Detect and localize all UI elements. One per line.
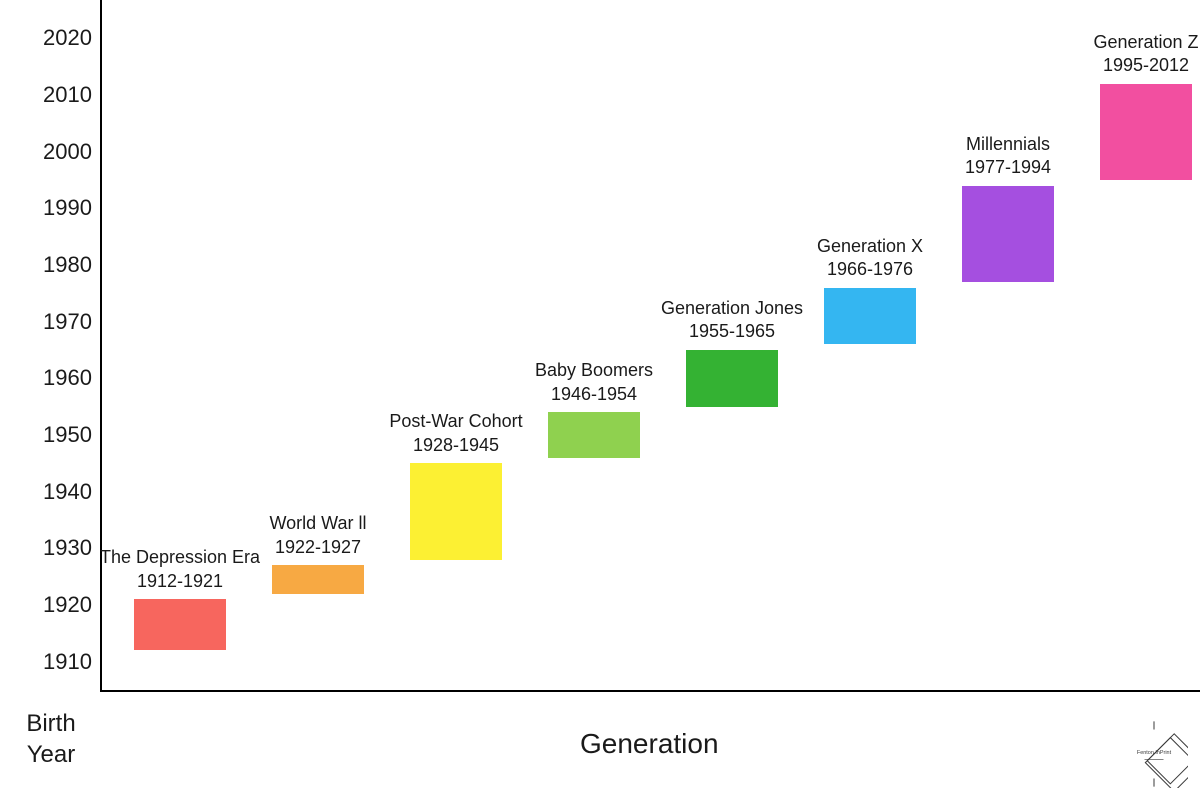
generation-bar xyxy=(410,463,502,559)
generation-years: 1966-1976 xyxy=(817,258,923,281)
generation-name: Generation Jones xyxy=(661,297,803,320)
y-axis-title: BirthYear xyxy=(10,708,92,770)
y-tick-label: 1960 xyxy=(43,365,92,391)
generation-years: 1995-2012 xyxy=(1093,54,1198,77)
fenton-inprint-logo: Fenton InPrint xyxy=(1120,720,1188,788)
generation-name: The Depression Era xyxy=(100,546,260,569)
y-tick-label: 1950 xyxy=(43,422,92,448)
generation-label: Generation X1966-1976 xyxy=(817,235,923,282)
generation-label: Millennials1977-1994 xyxy=(965,133,1051,180)
y-tick-label: 1930 xyxy=(43,535,92,561)
generation-bar xyxy=(1100,84,1192,180)
y-tick-label: 2020 xyxy=(43,25,92,51)
generation-bar xyxy=(134,599,226,650)
y-tick-label: 2000 xyxy=(43,139,92,165)
y-tick-label: 1990 xyxy=(43,195,92,221)
y-tick-label: 1940 xyxy=(43,479,92,505)
logo-text: Fenton InPrint xyxy=(1137,750,1172,756)
generation-label: Generation Z1995-2012 xyxy=(1093,31,1198,78)
generation-label: Generation Jones1955-1965 xyxy=(661,297,803,344)
generation-years: 1928-1945 xyxy=(389,434,522,457)
generation-name: Post-War Cohort xyxy=(389,410,522,433)
generation-name: World War ll xyxy=(269,512,366,535)
generation-bar xyxy=(962,186,1054,282)
generation-label: World War ll1922-1927 xyxy=(269,512,366,559)
generation-bar xyxy=(272,565,364,593)
y-tick-label: 1980 xyxy=(43,252,92,278)
y-tick-label: 2010 xyxy=(43,82,92,108)
generation-years: 1946-1954 xyxy=(535,383,653,406)
generation-years: 1977-1994 xyxy=(965,156,1051,179)
y-tick-label: 1920 xyxy=(43,592,92,618)
generation-label: Baby Boomers1946-1954 xyxy=(535,359,653,406)
x-axis-line xyxy=(100,690,1200,692)
generation-bar xyxy=(824,288,916,345)
generation-name: Millennials xyxy=(965,133,1051,156)
generation-label: The Depression Era1912-1921 xyxy=(100,546,260,593)
generation-bar xyxy=(686,350,778,407)
generation-name: Baby Boomers xyxy=(535,359,653,382)
generation-label: Post-War Cohort1928-1945 xyxy=(389,410,522,457)
generation-name: Generation X xyxy=(817,235,923,258)
generation-bar xyxy=(548,412,640,457)
generation-name: Generation Z xyxy=(1093,31,1198,54)
x-axis-title: Generation xyxy=(580,728,719,760)
generations-chart: 1910 1920 1930 1940 1950 1960 1970 1980 1990 2000… xyxy=(0,0,1200,800)
y-tick-label: 1970 xyxy=(43,309,92,335)
generation-years: 1955-1965 xyxy=(661,320,803,343)
generation-years: 1922-1927 xyxy=(269,536,366,559)
generation-years: 1912-1921 xyxy=(100,570,260,593)
y-tick-label: 1910 xyxy=(43,649,92,675)
